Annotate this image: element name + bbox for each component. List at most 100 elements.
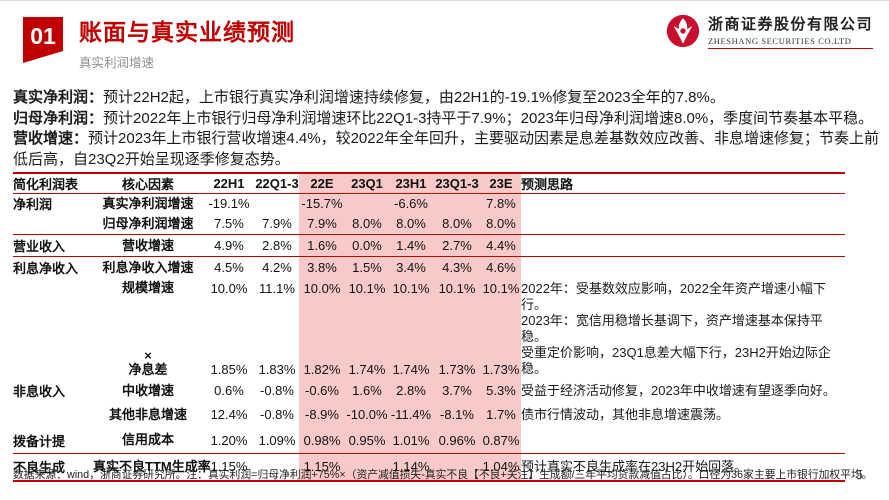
table-cell: 2.7%: [433, 234, 481, 257]
column-header: 简化利润表: [13, 177, 79, 192]
source-footnote: 数据来源：wind，浙商证券研究所。注：真实利润=归母净利润+75%×（资产减值…: [13, 469, 873, 481]
table-cell: 5.3%: [481, 379, 521, 402]
table-cell: 1.15%: [210, 459, 248, 475]
bullet-text: 预计2022年上市银行归母净利润增速环比22Q1-3持平于7.9%；2023年归…: [103, 109, 874, 127]
table-cell: 3.7%: [433, 379, 481, 402]
forecast-table-head-row: 简化利润表 核心因素 22H1 22Q1-3 22E 23Q1 23H1 23Q1-3 23E 预…: [13, 173, 845, 194]
bullet-label: 营收增速：: [13, 130, 89, 147]
table-cell: 利息净收入: [13, 261, 79, 277]
forecast-note-cell: 2022年：受基数效应影响，2022全年资产增速小幅下行。 2023年：宽信用稳…: [521, 280, 826, 344]
table-cell: -8.9%: [299, 401, 345, 428]
table-cell: 8.0%: [481, 213, 521, 235]
table-cell: 0.96%: [433, 427, 481, 454]
zheshang-logo-icon: [666, 14, 700, 48]
table-cell: 非息收入: [13, 384, 66, 399]
table-cell: 11.1%: [259, 280, 295, 296]
table-cell: -19.1%: [208, 196, 250, 212]
company-name-en: ZHESHANG SECURITIES CO.LTD: [707, 36, 873, 49]
page-subtitle: 真实利润增速: [79, 56, 155, 70]
title-block: 账面与真实业绩预测 真实利润增速: [79, 17, 295, 71]
table-cell: 8.0%: [389, 213, 433, 235]
table-row: 拨备计提 信用成本 1.20% 1.09% 0.98% 0.95% 1.01% 0.96% 0.…: [13, 427, 845, 454]
bullet-revenue-growth: 营收增速：预计2023年上市银行营收增速4.4%，较2022年全年回升，主要驱动…: [13, 129, 879, 170]
summary-bullets: 真实净利润：预计22H2起，上市银行真实净利润增速持续修复，由22H1的-19.…: [13, 88, 879, 170]
table-cell: 10.1%: [481, 278, 521, 345]
table-cell: 4.2%: [262, 260, 292, 276]
forecast-note-cell: 预计真实不良生成率在23H2开始回落。: [521, 458, 748, 474]
table-cell: 其他非息增速: [108, 406, 187, 422]
column-header: 23H1: [389, 173, 433, 194]
table-cell: [255, 194, 299, 214]
forecast-note-cell: 受重定价影响，23Q1息差大幅下行，23H2开始边际企稳。: [521, 344, 831, 376]
table-cell: 不良生成: [13, 460, 66, 476]
page-title: 账面与真实业绩预测: [79, 19, 295, 45]
table-cell: -10.0%: [345, 401, 389, 428]
table-cell: 0.98%: [299, 427, 345, 454]
table-cell: 8.0%: [433, 213, 481, 235]
table-cell: 10.1%: [389, 278, 433, 345]
column-header: 22Q1-3: [255, 176, 299, 191]
table-cell: [13, 402, 93, 428]
table-row: × 净息差 1.85% 1.83% 1.82% 1.74% 1.74% 1.73% 1.73%…: [13, 344, 845, 380]
forecast-note-cell: [521, 194, 845, 214]
table-row: 营业收入 营收增速 4.9% 2.8% 1.6% 0.0% 1.4% 2.7% 4.4%: [13, 234, 845, 257]
table-cell: [433, 453, 481, 481]
column-header: 预测思路: [521, 177, 574, 192]
table-cell: 规模增速: [121, 279, 174, 295]
forecast-note-cell: [521, 428, 845, 454]
company-logo: 浙商证券股份有限公司 ZHESHANG SECURITIES CO.LTD: [666, 13, 873, 49]
table-cell: 真实净利润增速: [102, 195, 194, 211]
table-cell: × 净息差: [128, 347, 168, 377]
table-cell: 4.4%: [481, 234, 521, 257]
column-header: 22E: [299, 173, 345, 194]
bullet-text: 预计2023年上市银行营收增速4.4%，较2022年全年回升，主要驱动因素是息差…: [13, 130, 879, 168]
table-cell: -0.8%: [260, 383, 294, 398]
bullet-text: 预计22H2起，上市银行真实净利润增速持续修复，由22H1的-19.1%修复至2…: [103, 89, 725, 106]
table-cell: 0.87%: [481, 427, 521, 454]
table-cell: 1.09%: [258, 432, 296, 448]
logo-text: 浙商证券股份有限公司 ZHESHANG SECURITIES CO.LTD: [707, 13, 873, 49]
table-cell: 真实不良TTM生成率: [93, 458, 211, 474]
table-cell: 4.3%: [433, 256, 481, 279]
table-row: 规模增速 10.0% 11.1% 10.0% 10.1% 10.1% 10.1% 10.1% 2…: [13, 278, 845, 345]
table-cell: 1.73%: [481, 344, 521, 380]
forecast-table: 简化利润表 核心因素 22H1 22Q1-3 22E 23Q1 23H1 23Q1-3 23E 预…: [13, 172, 845, 482]
table-cell: -11.4%: [389, 401, 433, 428]
table-row: 净利润 真实净利润增速 -19.1% -15.7% -6.6% 7.8%: [13, 193, 845, 214]
column-header: 23E: [481, 173, 521, 194]
slide-header: 01 账面与真实业绩预测 真实利润增速: [23, 17, 295, 71]
table-cell: 0.0%: [345, 234, 389, 257]
section-number-badge: 01: [23, 17, 63, 63]
table-cell: -8.1%: [433, 401, 481, 428]
table-cell: 8.0%: [345, 213, 389, 235]
table-row: 其他非息增速 12.4% -0.8% -8.9% -10.0% -11.4% -8.1% 1.…: [13, 401, 845, 428]
table-cell: [345, 453, 389, 481]
table-cell: -0.8%: [260, 407, 294, 422]
table-cell: 1.5%: [345, 256, 389, 279]
column-header: 22H1: [213, 176, 245, 191]
table-cell: 10.1%: [433, 278, 481, 345]
table-cell: 1.6%: [345, 379, 389, 402]
forecast-note-cell: 债市行情波动，其他非息增速震荡。: [521, 406, 730, 422]
table-cell: 利息净收入增速: [102, 259, 194, 275]
table-cell: 1.85%: [210, 361, 248, 377]
table-cell: 营收增速: [121, 237, 174, 253]
table-cell: 归母净利润增速: [102, 215, 194, 231]
table-cell: 1.73%: [433, 344, 481, 380]
forecast-note-cell: [521, 214, 845, 235]
table-cell: 7.5%: [214, 216, 244, 232]
forecast-table-body: 净利润 真实净利润增速 -19.1% -15.7% -6.6% 7.8% 归母净利润增速 7.…: [13, 193, 845, 481]
table-cell: 4.9%: [214, 238, 244, 253]
company-name-cn: 浙商证券股份有限公司: [707, 17, 873, 33]
table-cell: 中收增速: [121, 382, 174, 398]
table-cell: [433, 193, 481, 214]
table-cell: 7.8%: [481, 193, 521, 214]
table-cell: 2.8%: [262, 238, 292, 253]
table-cell: 7.9%: [299, 213, 345, 235]
table-cell: 营业收入: [13, 239, 66, 254]
table-cell: 信用成本: [121, 432, 174, 448]
table-cell: 10.1%: [345, 278, 389, 345]
table-cell: [13, 279, 93, 345]
table-cell: 1.83%: [258, 361, 296, 377]
table-cell: 1.15%: [299, 453, 345, 481]
